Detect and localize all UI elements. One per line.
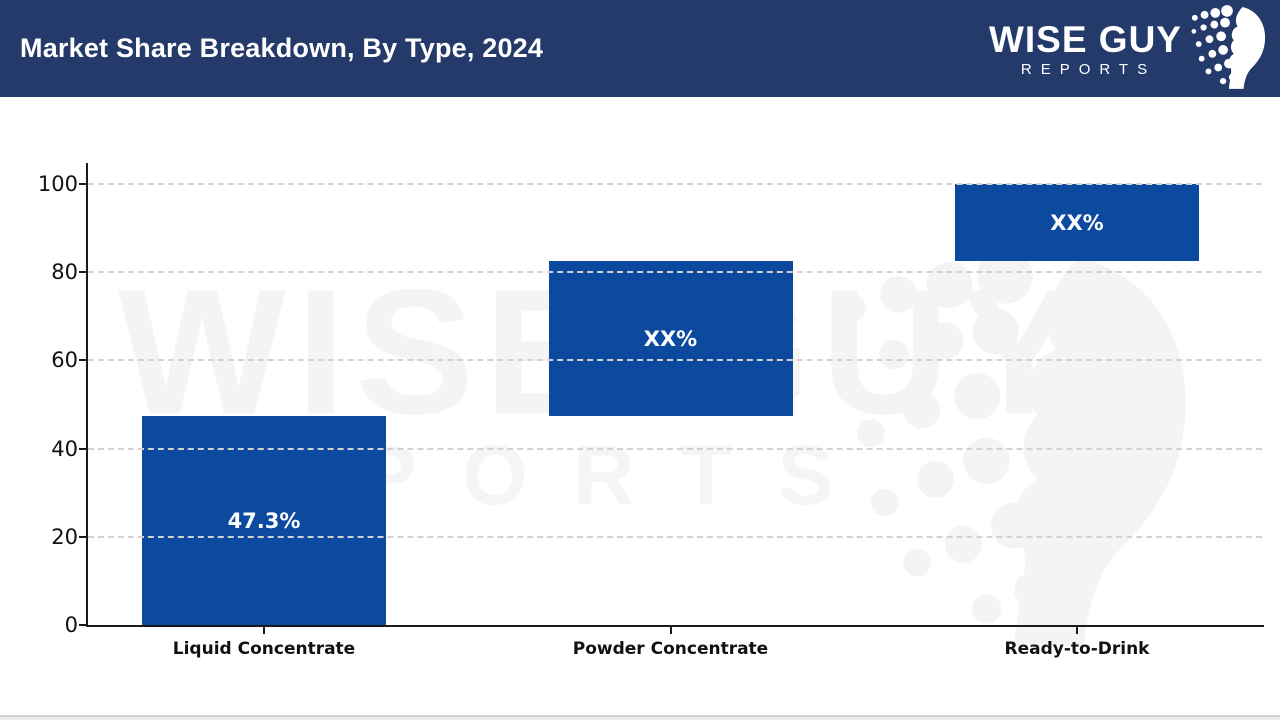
y-axis-line (86, 163, 88, 625)
category-label: Ready-to-Drink (1004, 639, 1150, 659)
x-tick-mark (263, 627, 265, 634)
y-tick-mark (79, 271, 87, 274)
dotted-head-logo-icon (1188, 4, 1266, 93)
y-tick-label: 0 (64, 613, 78, 637)
y-tick-label: 40 (51, 436, 78, 461)
brand-sub-text: REPORTS (1020, 60, 1157, 78)
gridline (88, 447, 1262, 450)
y-tick-label: 80 (51, 260, 78, 285)
waterfall-chart: WISE GUY PORTS 0 20 40 60 80 100 47.3% Liquid C… (0, 97, 1280, 720)
category-label: Powder Concentrate (572, 639, 769, 659)
bar-value-label: 47.3% (227, 508, 301, 533)
header-bar: Market Share Breakdown, By Type, 2024 WI… (0, 0, 1280, 97)
bottom-strip (0, 716, 1280, 720)
gridline (88, 359, 1262, 362)
gridline (88, 271, 1262, 274)
y-tick-mark (79, 624, 87, 626)
x-axis-line (86, 625, 1264, 627)
waterfall-bar-3: XX% (955, 184, 1199, 262)
bar-value-label: XX% (643, 326, 698, 351)
y-tick-label: 60 (51, 348, 78, 373)
gridline (88, 183, 1262, 185)
y-tick-label: 20 (51, 524, 78, 549)
y-tick-mark (79, 535, 87, 538)
waterfall-bar-1: 47.3% (142, 416, 386, 625)
gridline (88, 535, 1262, 538)
page-title: Market Share Breakdown, By Type, 2024 (20, 33, 544, 63)
brand-logo: WISE GUY REPORTS (989, 4, 1266, 93)
brand-wordmark: WISE GUY REPORTS (989, 21, 1182, 77)
watermark-head-icon (820, 237, 1190, 661)
brand-name-text: WISE GUY (988, 18, 1182, 60)
y-tick-mark (79, 447, 87, 450)
y-tick-mark (79, 183, 87, 185)
watermark-subtext: PORTS (360, 428, 880, 522)
x-tick-mark (1076, 627, 1078, 634)
y-tick-mark (79, 359, 87, 362)
category-label: Liquid Concentrate (172, 639, 356, 659)
bottom-divider-line (0, 715, 1280, 717)
bar-value-label: XX% (1050, 210, 1104, 235)
waterfall-bar-2: XX% (548, 261, 793, 417)
y-tick-label: 100 (37, 172, 78, 196)
x-tick-mark (669, 627, 672, 634)
